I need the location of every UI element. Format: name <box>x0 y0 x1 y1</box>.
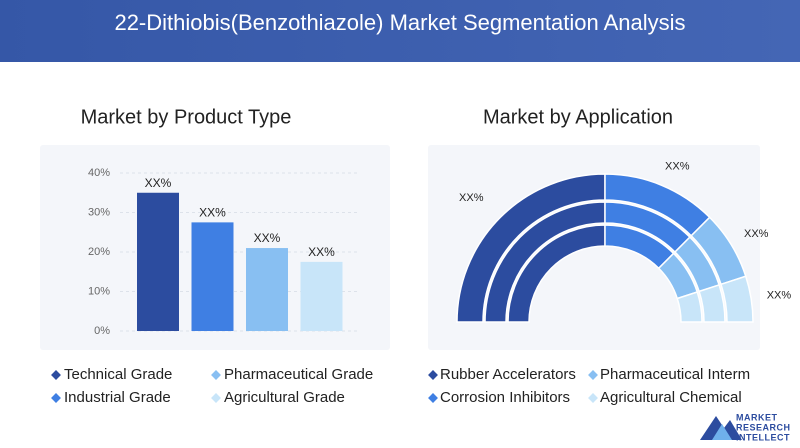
data-label: XX% <box>665 161 690 173</box>
legend-label: Corrosion Inhibitors <box>440 389 570 406</box>
bar <box>191 222 234 331</box>
y-tick-label: 30% <box>88 206 110 218</box>
data-label: XX% <box>767 290 792 302</box>
chart-title: Market by Product Type <box>81 106 292 128</box>
bar <box>246 248 288 331</box>
legend-marker <box>588 393 598 403</box>
chart-title: Market by Application <box>483 106 673 128</box>
header-band <box>0 0 800 62</box>
data-label: XX% <box>199 206 226 220</box>
logo-text: INTELLECT <box>736 432 790 442</box>
y-tick-label: 20% <box>88 246 110 258</box>
legend-label: Industrial Grade <box>64 389 171 406</box>
logo <box>700 416 742 440</box>
legend-label: Pharmaceutical Interm <box>600 366 750 383</box>
legend-label: Technical Grade <box>64 366 172 383</box>
legend-label: Agricultural Chemical <box>600 389 742 406</box>
legend-marker <box>588 370 598 380</box>
bar <box>137 192 179 331</box>
y-tick-label: 0% <box>94 325 110 337</box>
y-tick-label: 10% <box>88 285 110 297</box>
logo-icon-accent <box>712 424 732 440</box>
pie-slice <box>676 275 754 323</box>
logo-text: RESEARCH <box>736 422 791 432</box>
legend-marker <box>428 370 438 380</box>
legend-marker <box>211 370 221 380</box>
data-label: XX% <box>459 192 484 204</box>
logo-text: MARKET <box>736 412 778 422</box>
data-label: XX% <box>254 231 281 245</box>
legend-marker <box>428 393 438 403</box>
data-label: XX% <box>308 245 335 259</box>
page-title: 22-Dithiobis(Benzothiazole) Market Segme… <box>114 10 685 35</box>
data-label: XX% <box>145 176 172 190</box>
legend-marker <box>211 393 221 403</box>
legend-label: Rubber Accelerators <box>440 366 576 383</box>
legend-label: Agricultural Grade <box>224 389 345 406</box>
y-tick-label: 40% <box>88 167 110 179</box>
bar <box>300 261 343 331</box>
legend-label: Pharmaceutical Grade <box>224 366 373 383</box>
data-label: XX% <box>744 228 769 240</box>
